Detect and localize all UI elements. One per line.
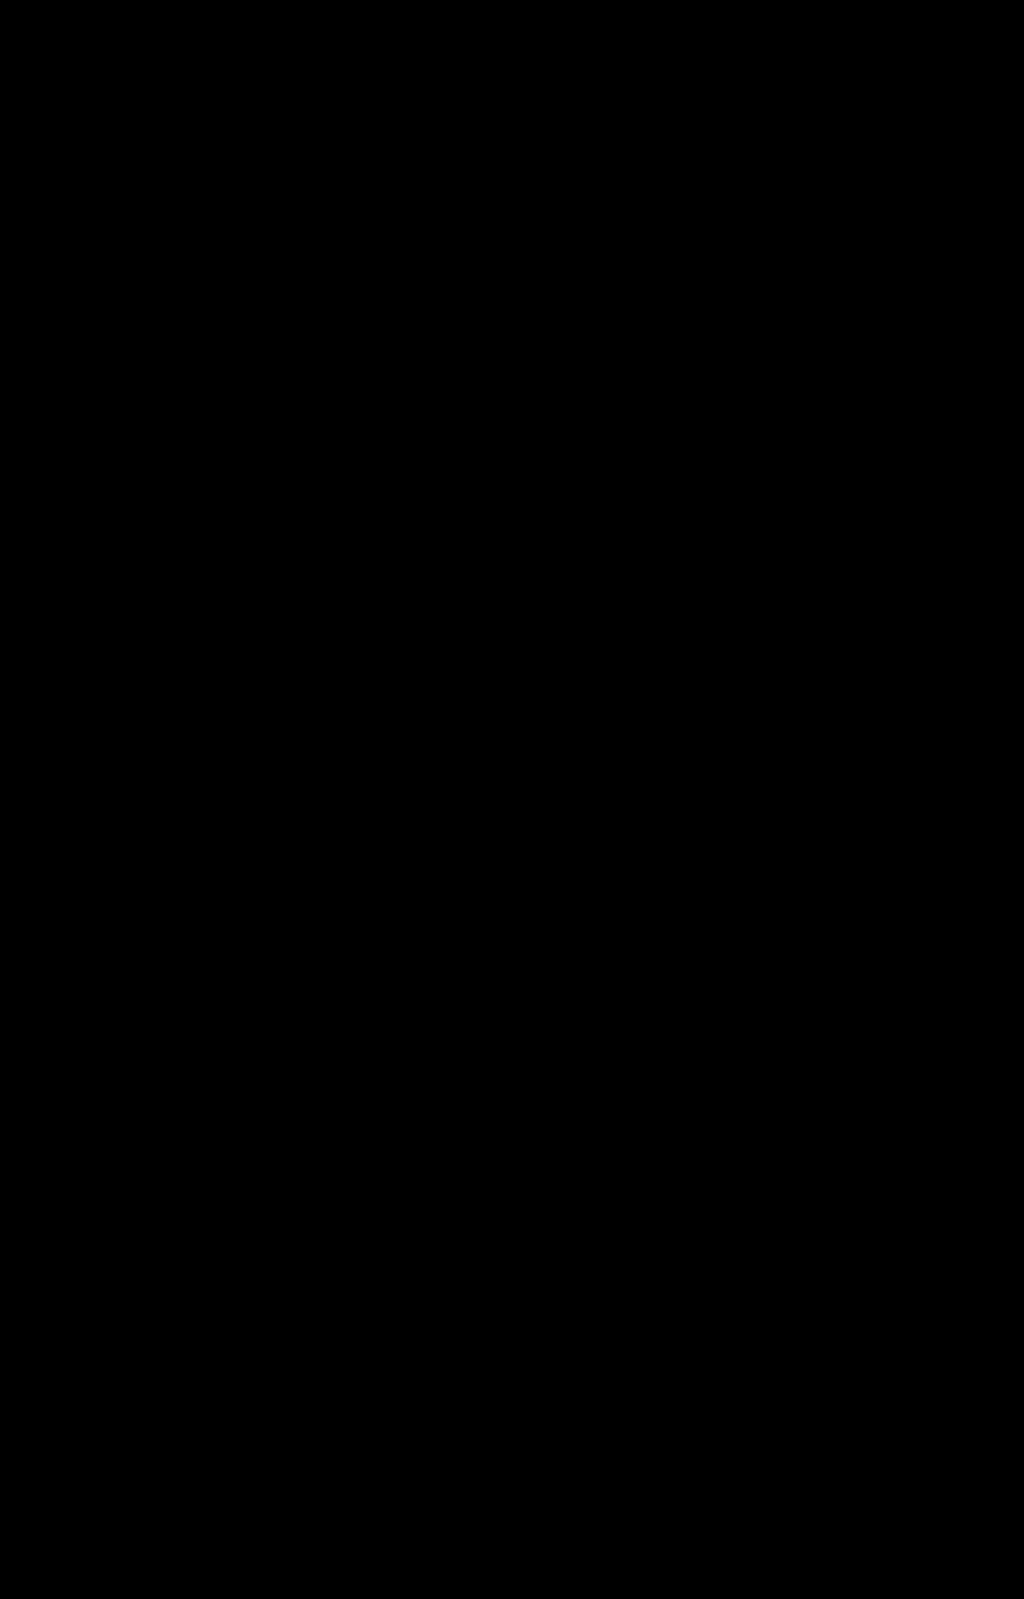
Text: CH: CH [666,945,701,967]
Text: (C): (C) [102,732,140,755]
Text: 2: 2 [316,249,327,264]
Text: — Cl: — Cl [345,616,406,638]
Text: 2: 2 [722,657,732,672]
Text: 2: 2 [722,273,732,288]
Text: CH: CH [275,921,312,943]
Text: 3: 3 [722,1059,731,1073]
Text: — CH: — CH [724,939,797,961]
Text: 3: 3 [722,572,731,587]
Text: CH: CH [346,921,383,943]
Text: reaction.: reaction. [454,96,588,123]
Text: CH: CH [664,640,699,662]
Text: CH: CH [666,1047,701,1070]
Text: (A): (A) [102,349,139,371]
Text: CH: CH [664,256,699,278]
Text: 2: 2 [335,633,344,648]
Text: CH: CH [275,616,312,638]
Text: (D): (D) [521,756,560,779]
Text: CH: CH [258,232,294,254]
Text: 1: 1 [435,93,446,110]
Text: 3: 3 [829,951,839,966]
Text: — Cl: — Cl [733,256,794,278]
Text: (B)  a > d > c > b: (B) a > d > c > b [133,1079,359,1103]
Text: 3: 3 [403,932,414,947]
Text: 2: 2 [335,932,344,947]
Text: (B): (B) [521,373,559,395]
Text: CH: CH [666,561,701,584]
Text: — Cl: — Cl [328,232,388,254]
Text: (A)  b > c > d > a: (A) b > c > d > a [133,1014,358,1036]
Text: (D)  d > c > b > a: (D) d > c > b > a [133,1212,360,1234]
Text: Reactivity order SN: Reactivity order SN [97,96,377,123]
Text: — Cl: — Cl [733,640,794,662]
Text: (C)  a > b > c > d: (C) a > b > c > d [133,1146,359,1169]
